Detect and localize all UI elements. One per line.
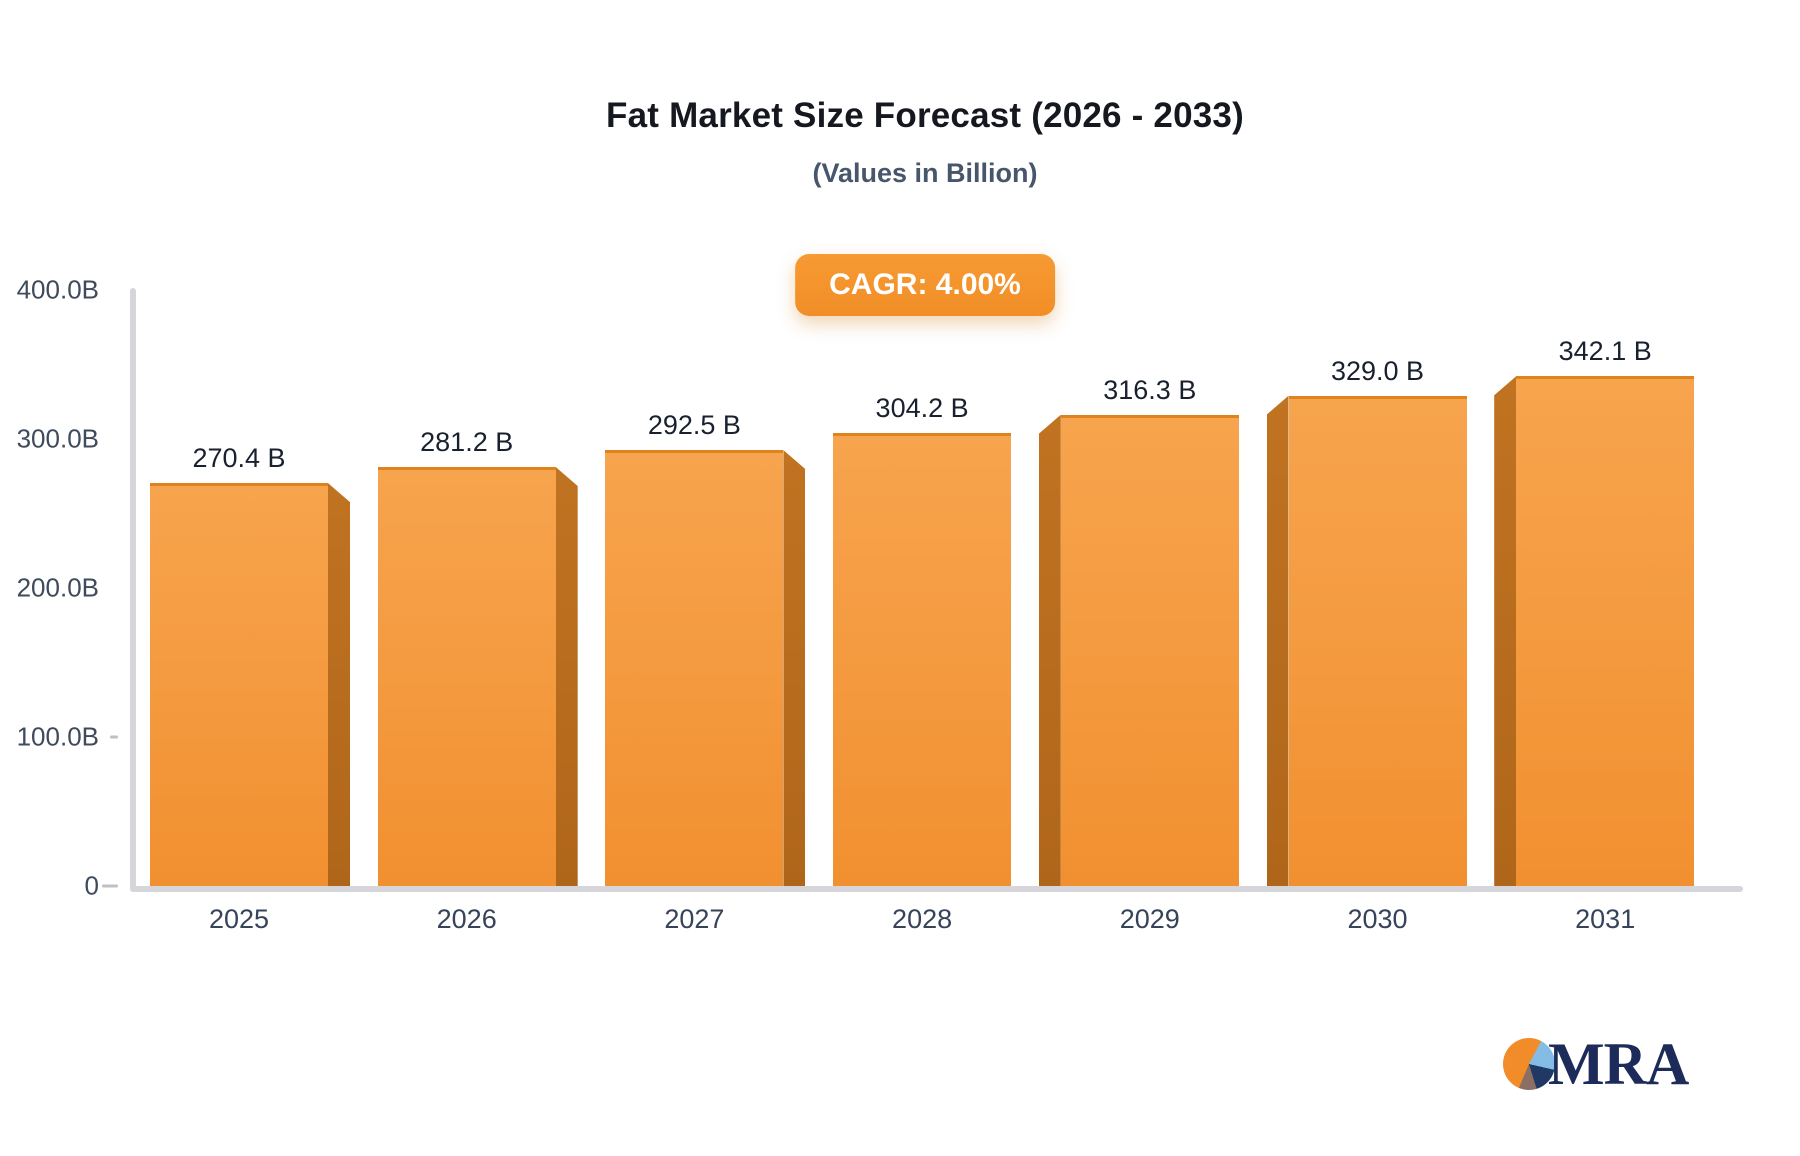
bar-value-label: 281.2 B: [420, 427, 514, 457]
cagr-badge: CAGR: 4.00%: [795, 254, 1055, 316]
chart-subtitle: (Values in Billion): [812, 158, 1038, 188]
bar-value-label: 342.1 B: [1558, 336, 1652, 367]
bar-2026: [377, 467, 578, 886]
bar-face: [833, 432, 1012, 886]
bar-face: [605, 450, 784, 886]
bar-3d-side: [328, 483, 350, 886]
x-axis-category-label: 2026: [436, 904, 497, 934]
bar-value-label: 329.0 B: [1330, 355, 1425, 386]
bar-2030: [1266, 395, 1467, 886]
bar-2031: [1494, 376, 1695, 886]
bar-value-label: 316.3 B: [1103, 374, 1197, 405]
bar-2029: [1038, 414, 1239, 886]
x-axis-category-label: 2027: [664, 904, 725, 934]
bar-3d-side: [1494, 376, 1517, 886]
bar-value-label: 270.4 B: [192, 443, 286, 474]
bar-face: [1060, 414, 1239, 886]
bar-face: [377, 467, 556, 886]
y-axis-line: [130, 288, 136, 891]
y-axis-tick-label: 100.0B: [16, 721, 99, 752]
x-axis-category-label: 2028: [892, 904, 953, 934]
y-axis-tick-label: 300.0B: [16, 423, 99, 454]
bar-3d-side: [555, 467, 578, 886]
x-axis-category-label: 2031: [1575, 904, 1636, 934]
y-axis-tick-label: 200.0B: [16, 572, 99, 603]
bar-3d-side: [783, 450, 806, 886]
bar-face: [150, 483, 328, 886]
bar-3d-side: [1038, 414, 1061, 886]
brand-logo-text: MRA: [1548, 1031, 1689, 1097]
x-axis-category-label: 2029: [1119, 904, 1180, 934]
brand-logo: MRA: [1503, 1031, 1689, 1097]
bar-3d-side: [1266, 395, 1289, 886]
bar-face: [1288, 395, 1467, 886]
x-axis-category-label: 2030: [1347, 904, 1408, 934]
y-axis-tick-label: 400.0B: [16, 274, 99, 305]
bar-2027: [605, 450, 806, 886]
x-axis-line: [130, 886, 1743, 892]
y-axis-tick-label: 0: [84, 870, 99, 901]
bar-value-label: 292.5 B: [647, 410, 741, 441]
bar-2028: [833, 432, 1012, 886]
x-axis-category-label: 2025: [208, 904, 270, 934]
bar-2025: [150, 483, 350, 886]
y-axis-tick-mark: [110, 735, 118, 739]
chart-title: Fat Market Size Forecast (2026 - 2033): [606, 96, 1244, 135]
y-axis-tick-mark: [102, 884, 118, 888]
pie-chart-icon: [1503, 1038, 1555, 1090]
bar-face: [1516, 376, 1695, 886]
bar-value-label: 304.2 B: [875, 392, 969, 423]
